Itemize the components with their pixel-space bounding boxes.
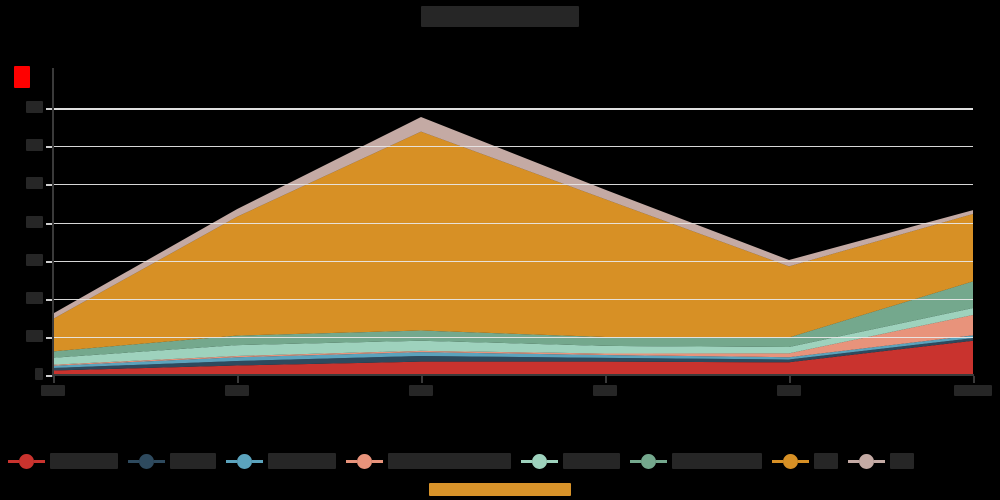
x-axis-line xyxy=(52,374,974,376)
y-axis-tick xyxy=(46,298,53,301)
y-axis-tick-label: 2.1 xyxy=(9,101,43,114)
legend-line-icon xyxy=(656,459,667,463)
area-series xyxy=(53,340,973,375)
x-axis-tick-label: 2020 xyxy=(207,385,267,396)
x-axis-tick xyxy=(237,376,239,383)
legend-line-icon xyxy=(547,459,558,463)
y-axis-tick xyxy=(46,184,53,187)
x-axis-tick-label: 2023 xyxy=(759,385,819,396)
area-series xyxy=(53,338,973,371)
x-axis-tick-label: 2022 xyxy=(575,385,635,396)
legend-label: 医疗器械销售 xyxy=(50,453,118,469)
y-axis-tick xyxy=(46,336,53,339)
legend-line-icon xyxy=(848,459,859,463)
chart-source-caption: 数据来源：公司公告、研究所整理 xyxy=(0,483,1000,496)
y-axis-tick xyxy=(46,222,53,225)
legend-line-icon xyxy=(226,459,237,463)
area-series xyxy=(53,117,973,319)
legend-marker-icon xyxy=(783,453,798,469)
x-axis-tick xyxy=(53,376,55,383)
legend-marker-icon xyxy=(139,453,154,469)
legend-label: 信息化服务 xyxy=(563,453,620,469)
legend-line-icon xyxy=(874,459,885,463)
chart-title: 历年主营业务收入构成 xyxy=(0,6,1000,27)
legend-line-icon xyxy=(630,459,641,463)
gridline xyxy=(53,222,973,224)
legend-line-icon xyxy=(34,459,45,463)
y-axis-tick-label: 0.9 xyxy=(9,253,43,266)
legend-item[interactable]: 医药及保健品销售 xyxy=(630,453,762,469)
legend-item[interactable]: 信息化服务 xyxy=(521,453,620,469)
y-axis-tick-label: 1.2 xyxy=(9,215,43,228)
y-axis-tick-label: 0 xyxy=(9,368,43,380)
area-series xyxy=(53,281,973,358)
y-axis-line xyxy=(52,68,54,377)
y-axis-tick xyxy=(46,375,53,377)
gridline xyxy=(53,146,973,148)
y-axis-tick-label: 1.8 xyxy=(9,139,43,152)
area-series xyxy=(53,131,973,352)
legend-item[interactable]: 其他 xyxy=(772,453,838,469)
y-axis-unit-label: 亿元 xyxy=(14,66,30,88)
area-series xyxy=(53,315,973,366)
legend-item[interactable]: 技术服务 xyxy=(128,453,216,469)
legend-marker-icon xyxy=(859,453,874,469)
x-axis-tick-label: 2024H1 xyxy=(943,385,1000,396)
y-axis-tick-label: 0.6 xyxy=(9,291,43,304)
chart-title-text: 历年主营业务收入构成 xyxy=(421,6,579,27)
legend-label: 医学影像设备及耗材销售 xyxy=(388,453,511,469)
x-axis-tick-label: 2021 xyxy=(391,385,451,396)
gridline xyxy=(53,184,973,186)
x-axis-tick xyxy=(789,376,791,383)
area-series xyxy=(53,308,973,365)
legend-marker-icon xyxy=(19,453,34,469)
x-axis-tick xyxy=(973,376,975,383)
legend-line-icon xyxy=(154,459,165,463)
chart-legend[interactable]: 医疗器械销售 技术服务 医疗设备租赁 医学影像设备及耗材销售 信息化服务 医药及保健品销售… xyxy=(0,448,1000,474)
legend-line-icon xyxy=(772,459,783,463)
legend-marker-icon xyxy=(532,453,547,469)
legend-label: 技术服务 xyxy=(170,453,216,469)
legend-label: 合计 xyxy=(890,453,914,469)
legend-label: 医药及保健品销售 xyxy=(672,453,762,469)
legend-item[interactable]: 医疗器械销售 xyxy=(8,453,118,469)
legend-line-icon xyxy=(8,459,19,463)
legend-line-icon xyxy=(798,459,809,463)
legend-item[interactable]: 合计 xyxy=(848,453,914,469)
gridline xyxy=(53,108,973,111)
y-axis-tick xyxy=(46,260,53,263)
legend-marker-icon xyxy=(357,453,372,469)
y-axis-tick-label: 0.3 xyxy=(9,329,43,342)
legend-label: 其他 xyxy=(814,453,838,469)
y-axis-tick xyxy=(46,146,53,149)
legend-marker-icon xyxy=(641,453,656,469)
y-axis-tick-label: 1.5 xyxy=(9,177,43,190)
legend-line-icon xyxy=(372,459,383,463)
x-axis-tick xyxy=(605,376,607,383)
gridline xyxy=(53,336,973,338)
legend-marker-icon xyxy=(237,453,252,469)
legend-item[interactable]: 医学影像设备及耗材销售 xyxy=(346,453,511,469)
x-axis-tick-labels: 2019 2020 2021 2022 2023 2024H1 xyxy=(0,376,1000,400)
x-axis-tick xyxy=(421,376,423,383)
legend-line-icon xyxy=(252,459,263,463)
gridline xyxy=(53,260,973,262)
y-axis-tick xyxy=(46,108,53,111)
legend-item[interactable]: 医疗设备租赁 xyxy=(226,453,336,469)
legend-label: 医疗设备租赁 xyxy=(268,453,336,469)
gridline xyxy=(53,298,973,300)
stacked-area-series xyxy=(53,117,973,375)
legend-line-icon xyxy=(346,459,357,463)
legend-line-icon xyxy=(128,459,139,463)
plot-area xyxy=(46,70,973,377)
x-axis-tick-label: 2019 xyxy=(23,385,83,396)
legend-line-icon xyxy=(521,459,532,463)
